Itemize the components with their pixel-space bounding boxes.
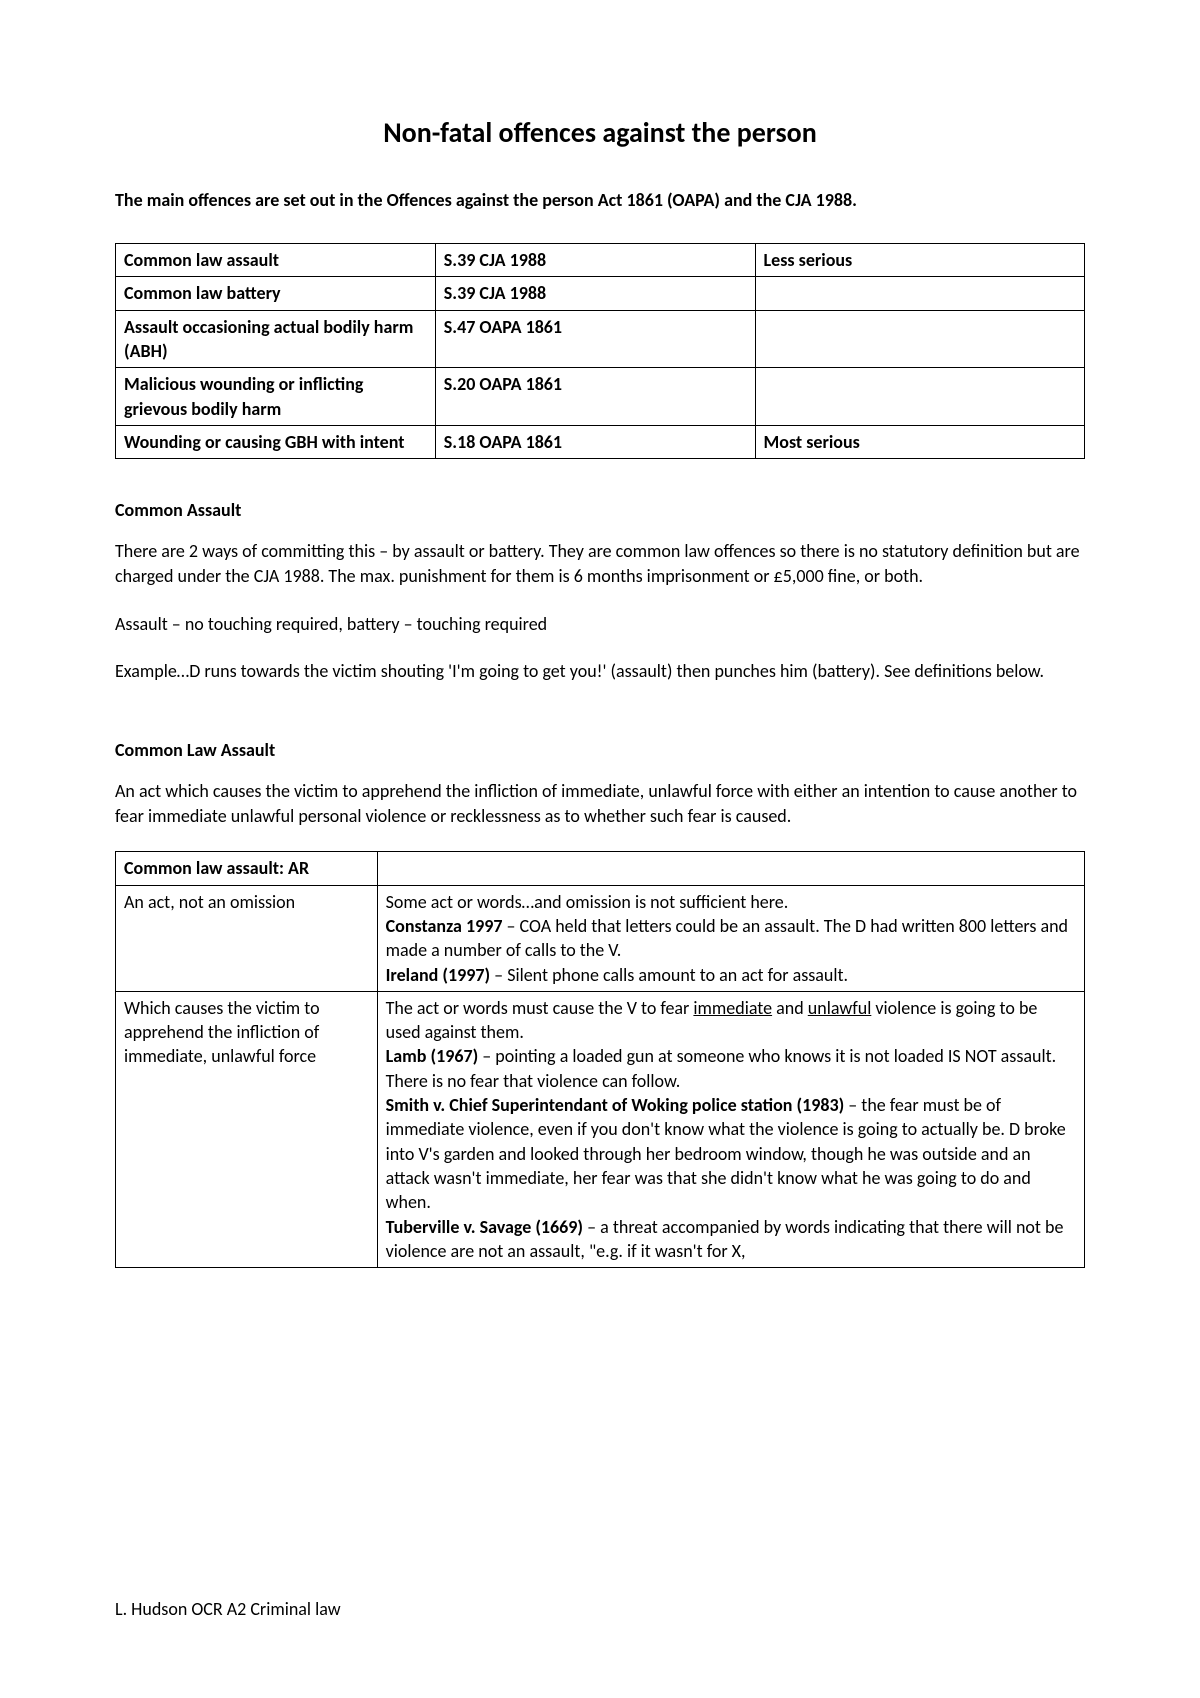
cell: Assault occasioning actual bodily harm (… bbox=[116, 310, 436, 368]
table-row: Which causes the victim to apprehend the… bbox=[116, 991, 1085, 1267]
case-name: Tuberville v. Savage (1669) bbox=[386, 1216, 583, 1238]
ar-table: Common law assault: AR An act, not an om… bbox=[115, 851, 1085, 1268]
cell bbox=[755, 310, 1084, 368]
page-title: Non-fatal offences against the person bbox=[115, 115, 1085, 150]
cell: Wounding or causing GBH with intent bbox=[116, 425, 436, 458]
case-name: Ireland (1997) bbox=[386, 964, 490, 986]
cell: Which causes the victim to apprehend the… bbox=[116, 991, 378, 1267]
cell: Malicious wounding or inflicting grievou… bbox=[116, 368, 436, 426]
text: and bbox=[772, 997, 808, 1019]
cell bbox=[377, 852, 1084, 885]
cell: S.20 OAPA 1861 bbox=[435, 368, 755, 426]
underlined-text: unlawful bbox=[808, 997, 872, 1019]
cell: An act, not an omission bbox=[116, 885, 378, 991]
cell: The act or words must cause the V to fea… bbox=[377, 991, 1084, 1267]
underlined-text: immediate bbox=[693, 997, 772, 1019]
footer: L. Hudson OCR A2 Criminal law bbox=[115, 1598, 341, 1620]
cell: Common law assault: AR bbox=[116, 852, 378, 885]
table-row: Assault occasioning actual bodily harm (… bbox=[116, 310, 1085, 368]
section-heading-common-assault: Common Assault bbox=[115, 499, 1085, 521]
cell bbox=[755, 277, 1084, 310]
cell: Common law assault bbox=[116, 244, 436, 277]
table-row: Malicious wounding or inflicting grievou… bbox=[116, 368, 1085, 426]
offences-table: Common law assault S.39 CJA 1988 Less se… bbox=[115, 243, 1085, 459]
cell: S.47 OAPA 1861 bbox=[435, 310, 755, 368]
cell: Less serious bbox=[755, 244, 1084, 277]
intro-paragraph: The main offences are set out in the Off… bbox=[115, 188, 1085, 213]
paragraph: Assault – no touching required, battery … bbox=[115, 612, 1085, 637]
cell: S.18 OAPA 1861 bbox=[435, 425, 755, 458]
table-row: Common law battery S.39 CJA 1988 bbox=[116, 277, 1085, 310]
paragraph: Example…D runs towards the victim shouti… bbox=[115, 659, 1085, 684]
case-name: Smith v. Chief Superintendant of Woking … bbox=[386, 1094, 845, 1116]
paragraph: An act which causes the victim to appreh… bbox=[115, 779, 1085, 829]
text: – pointing a loaded gun at someone who k… bbox=[386, 1045, 1057, 1091]
cell: Most serious bbox=[755, 425, 1084, 458]
table-row: Common law assault: AR bbox=[116, 852, 1085, 885]
cell: S.39 CJA 1988 bbox=[435, 277, 755, 310]
case-name: Constanza 1997 bbox=[386, 915, 503, 937]
text: – Silent phone calls amount to an act fo… bbox=[490, 964, 848, 986]
section-heading-common-law-assault: Common Law Assault bbox=[115, 739, 1085, 761]
cell: Some act or words…and omission is not su… bbox=[377, 885, 1084, 991]
text: The act or words must cause the V to fea… bbox=[386, 997, 694, 1019]
cell bbox=[755, 368, 1084, 426]
table-row: Common law assault S.39 CJA 1988 Less se… bbox=[116, 244, 1085, 277]
text: Some act or words…and omission is not su… bbox=[386, 891, 789, 913]
cell: Common law battery bbox=[116, 277, 436, 310]
case-name: Lamb (1967) bbox=[386, 1045, 479, 1067]
table-row: An act, not an omission Some act or word… bbox=[116, 885, 1085, 991]
paragraph: There are 2 ways of committing this – by… bbox=[115, 539, 1085, 589]
table-row: Wounding or causing GBH with intent S.18… bbox=[116, 425, 1085, 458]
cell: S.39 CJA 1988 bbox=[435, 244, 755, 277]
